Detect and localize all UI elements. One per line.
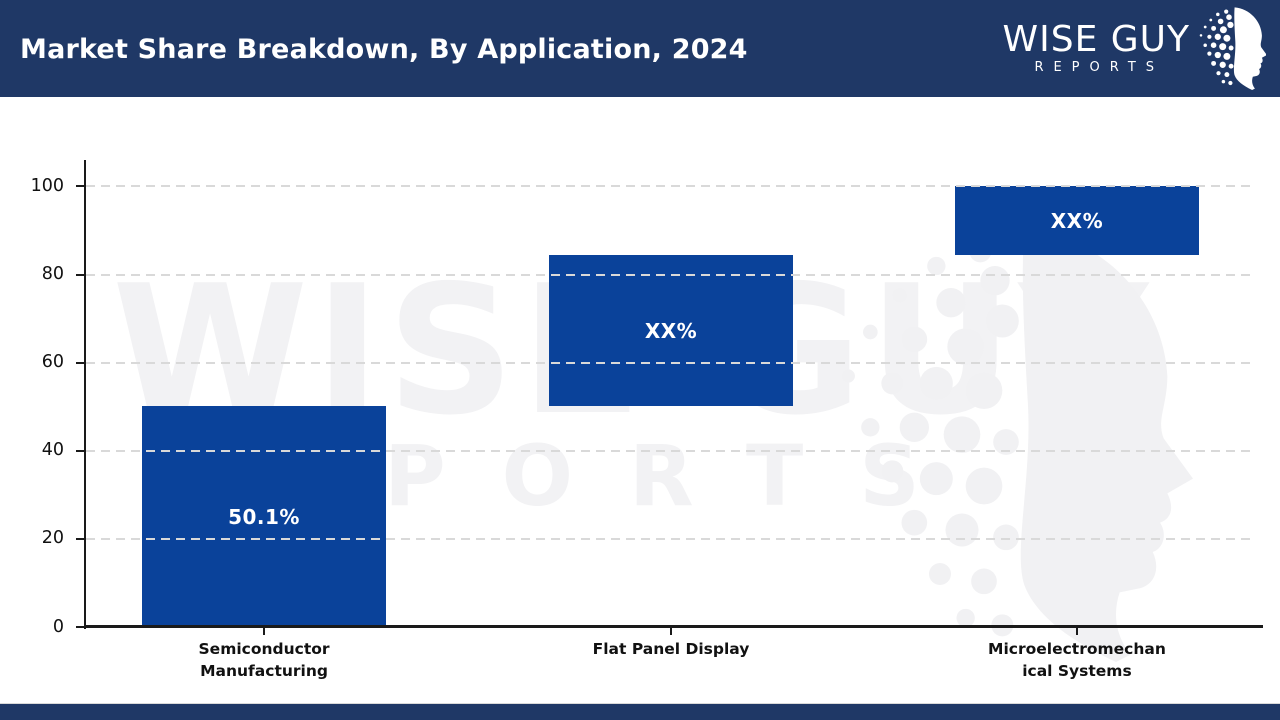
y-tick-mark-60 [76,361,84,364]
gridline-80 [86,273,1255,276]
page-title: Market Share Breakdown, By Application, … [20,34,748,65]
y-axis-line [84,160,86,629]
logo-text: WISE GUY REPORTS [1003,21,1191,75]
bar-segment-2: XX% [548,254,794,407]
y-tick-label-80: 80 [41,263,64,284]
y-axis-labels: 0 20 40 60 80 100 [0,160,74,635]
gridline-60 [86,361,1255,364]
y-tick-label-0: 0 [52,616,64,637]
x-tick-mark-1 [263,627,266,635]
bar-value-label: XX% [1050,208,1104,233]
x-axis-labels: Semiconductor Manufacturing Flat Panel Di… [0,639,1280,699]
bar-segment-1: 50.1% [142,406,387,627]
gridline-20 [86,537,1255,540]
footer-bar [0,704,1280,720]
y-tick-mark-0 [76,626,84,628]
bar-segment-3: XX% [954,186,1199,255]
y-tick-mark-100 [76,185,84,188]
bar-value-label: XX% [644,318,698,343]
header-bar: Market Share Breakdown, By Application, … [0,0,1280,97]
gridline-40 [86,449,1255,452]
y-tick-mark-20 [76,537,84,540]
y-tick-label-40: 40 [41,440,64,461]
y-tick-mark-40 [76,449,84,452]
wise-guy-logo: WISE GUY REPORTS [1003,6,1266,90]
y-tick-label-60: 60 [41,351,64,372]
x-tick-mark-3 [1075,627,1078,635]
y-tick-label-20: 20 [41,528,64,549]
x-axis-line [84,625,1263,628]
bar-value-label: 50.1% [228,504,300,529]
x-tick-mark-2 [670,627,673,635]
category-label-1: Semiconductor Manufacturing [198,640,330,680]
logo-wiseguy-text: WISE GUY [1002,19,1190,61]
y-tick-label-100: 100 [30,175,64,196]
footer-divider [0,703,1280,704]
plot-area: 50.1% XX% XX% [76,160,1263,635]
gridline-100 [86,185,1255,188]
category-label-2: Flat Panel Display [592,640,750,658]
logo-reports-text: REPORTS [1034,59,1165,75]
y-tick-mark-80 [76,273,84,276]
category-label-3: Microelectromechan ical Systems [988,640,1166,680]
logo-head-icon [1192,6,1266,90]
